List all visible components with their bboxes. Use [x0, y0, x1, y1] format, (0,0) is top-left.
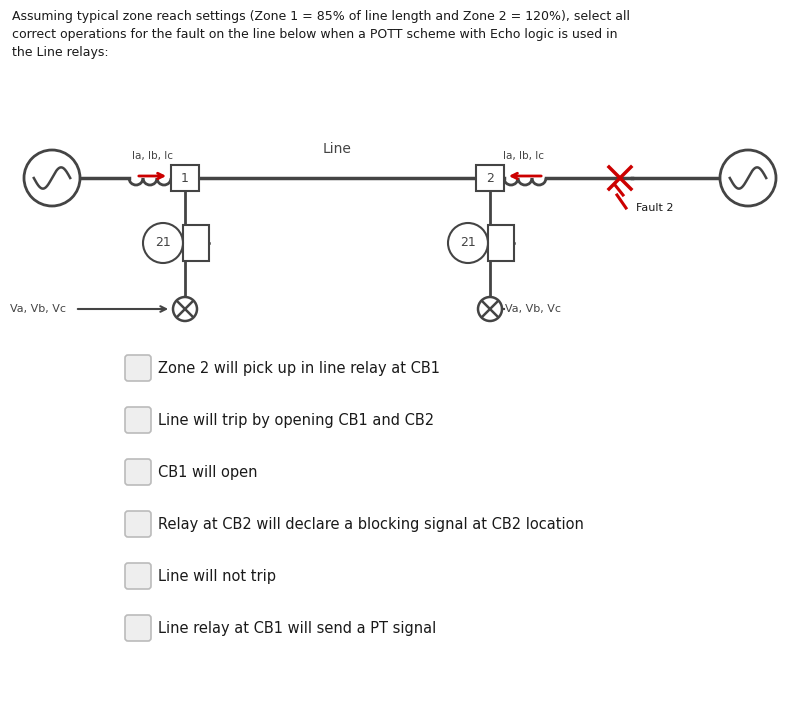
FancyBboxPatch shape	[183, 225, 209, 261]
Text: Fault 2: Fault 2	[635, 203, 673, 213]
Text: 21: 21	[459, 236, 475, 249]
FancyBboxPatch shape	[124, 355, 151, 381]
FancyBboxPatch shape	[124, 615, 151, 641]
FancyBboxPatch shape	[171, 165, 199, 191]
FancyBboxPatch shape	[124, 459, 151, 485]
Text: Ia, Ib, Ic: Ia, Ib, Ic	[503, 151, 544, 161]
Text: Va, Vb, Vc: Va, Vb, Vc	[504, 304, 560, 314]
Text: Zone 2 will pick up in line relay at CB1: Zone 2 will pick up in line relay at CB1	[158, 361, 439, 376]
Text: Line will trip by opening CB1 and CB2: Line will trip by opening CB1 and CB2	[158, 413, 434, 429]
FancyBboxPatch shape	[475, 165, 503, 191]
Text: Line: Line	[323, 142, 352, 156]
FancyBboxPatch shape	[124, 407, 151, 433]
Text: 21: 21	[155, 236, 171, 249]
Text: 1: 1	[181, 172, 189, 185]
Text: Assuming typical zone reach settings (Zone 1 = 85% of line length and Zone 2 = 1: Assuming typical zone reach settings (Zo…	[12, 10, 630, 59]
Text: Relay at CB2 will declare a blocking signal at CB2 location: Relay at CB2 will declare a blocking sig…	[158, 518, 583, 532]
FancyBboxPatch shape	[124, 511, 151, 537]
FancyBboxPatch shape	[487, 225, 513, 261]
Text: Line relay at CB1 will send a PT signal: Line relay at CB1 will send a PT signal	[158, 621, 436, 636]
Text: Line will not trip: Line will not trip	[158, 569, 275, 584]
Text: CB1 will open: CB1 will open	[158, 466, 257, 481]
Text: Va, Vb, Vc: Va, Vb, Vc	[10, 304, 66, 314]
Text: 2: 2	[486, 172, 493, 185]
FancyBboxPatch shape	[124, 563, 151, 589]
Text: Ia, Ib, Ic: Ia, Ib, Ic	[132, 151, 173, 161]
